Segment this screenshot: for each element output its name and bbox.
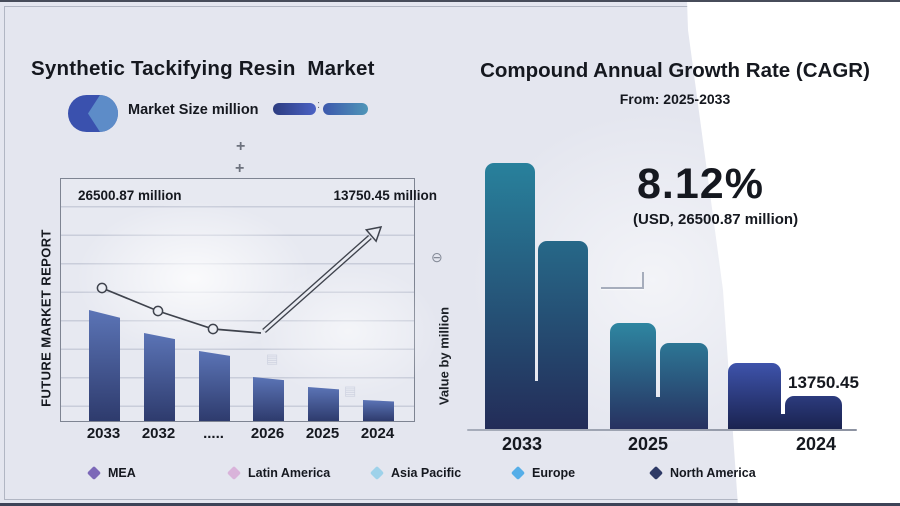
bar-group-bridge xyxy=(728,414,842,429)
legend-label: Europe xyxy=(532,466,576,480)
legend-label: Asia Pacific xyxy=(391,466,462,480)
x-tick-label: 2024 xyxy=(360,425,395,442)
plus-mark: + xyxy=(235,160,245,177)
right-chart-subtitle: From: 2025-2033 xyxy=(619,91,731,107)
legend-label: Latin America xyxy=(248,466,331,480)
trend-marker xyxy=(96,282,108,294)
side-watermark-text: FUTURE MARKET REPORT xyxy=(38,229,54,407)
bar-group-2024 xyxy=(728,363,842,429)
x-tick-label: 2033 xyxy=(86,425,121,442)
right-chart-title: Compound Annual Growth Rate (CAGR) xyxy=(480,59,870,82)
x-tick-label: 2026 xyxy=(250,425,285,442)
chart-highlight-blob xyxy=(256,264,441,399)
bar-2025 xyxy=(308,387,339,421)
pill-chevron-icon xyxy=(88,95,118,132)
plus-mark: + xyxy=(236,138,246,155)
legend-label: MEA xyxy=(108,466,136,480)
bar-value-label: 13750.45 xyxy=(788,373,859,392)
x-tick-label: 2025 xyxy=(305,425,340,442)
legend-diamond-icon xyxy=(648,465,664,481)
cagr-caption: (USD, 26500.87 million) xyxy=(633,211,799,228)
right-bar-chart: 2033 2025 2024 xyxy=(467,160,862,454)
annotation-end-value: 13750.45 million xyxy=(333,188,437,203)
left-bar-chart: 26500.87 million 13750.45 million ▤ ▤ xyxy=(60,178,441,422)
x-axis-line xyxy=(467,429,857,431)
legend-item-asia-pacific: Asia Pacific xyxy=(369,465,462,481)
series-legend-label: Market Size million xyxy=(128,102,259,118)
annotation-start-value: 26500.87 million xyxy=(78,188,182,203)
bar-group-bridge xyxy=(610,397,708,429)
bottom-edge-line xyxy=(0,503,900,506)
growth-arrow-shaft-inner xyxy=(263,235,371,333)
bar-group-2033 xyxy=(485,163,588,429)
trend-marker xyxy=(207,323,219,335)
growth-arrow-head xyxy=(364,226,383,243)
bar-2026 xyxy=(253,377,284,421)
bar-..... xyxy=(199,351,230,421)
watermark-icon: ▤ xyxy=(344,383,357,398)
legend-item-latin-america: Latin America xyxy=(226,465,331,481)
legend-diamond-icon xyxy=(86,465,102,481)
x-tick-label: 2033 xyxy=(501,434,543,454)
x-tick-label: 2024 xyxy=(795,434,837,454)
legend-diamond-icon xyxy=(510,465,526,481)
series-legend-pill-icon xyxy=(68,95,118,132)
bar-group-2025 xyxy=(610,323,708,429)
watermark-icon: ▤ xyxy=(266,351,279,366)
step-decoration-line xyxy=(642,272,644,289)
trend-line xyxy=(101,287,262,334)
legend-label: North America xyxy=(670,466,756,480)
legend-diamond-icon xyxy=(226,465,242,481)
region-legend: MEA Latin America Asia Pacific Europe North … xyxy=(0,465,900,490)
bar-2032 xyxy=(144,333,175,421)
pill-separator: : xyxy=(317,99,321,111)
x-tick-label: ..... xyxy=(203,425,224,442)
top-edge-line xyxy=(0,0,900,2)
bar-2024 xyxy=(363,400,394,421)
mini-pill-icon-2 xyxy=(323,103,368,115)
x-tick-label: 2032 xyxy=(141,425,176,442)
trend-marker xyxy=(152,305,164,317)
x-tick-label: 2025 xyxy=(627,434,669,454)
cagr-value: 8.12% xyxy=(637,160,764,208)
bar-group-bridge xyxy=(485,381,588,429)
legend-item-mea: MEA xyxy=(86,465,136,481)
left-chart-x-labels: 2033 2032..... 2026 2025 2024 xyxy=(60,425,415,445)
mini-pill-icon-1 xyxy=(273,103,316,115)
legend-item-europe: Europe xyxy=(510,465,576,481)
bar-2033 xyxy=(89,310,120,421)
trend-line-and-arrow xyxy=(96,226,383,335)
left-chart-title: Synthetic Tackifying Resin Market xyxy=(31,57,375,80)
step-decoration-line xyxy=(601,287,644,289)
legend-item-north-america: North America xyxy=(648,465,756,481)
circled-minus-icon: ⊖ xyxy=(431,249,443,265)
legend-diamond-icon xyxy=(369,465,385,481)
